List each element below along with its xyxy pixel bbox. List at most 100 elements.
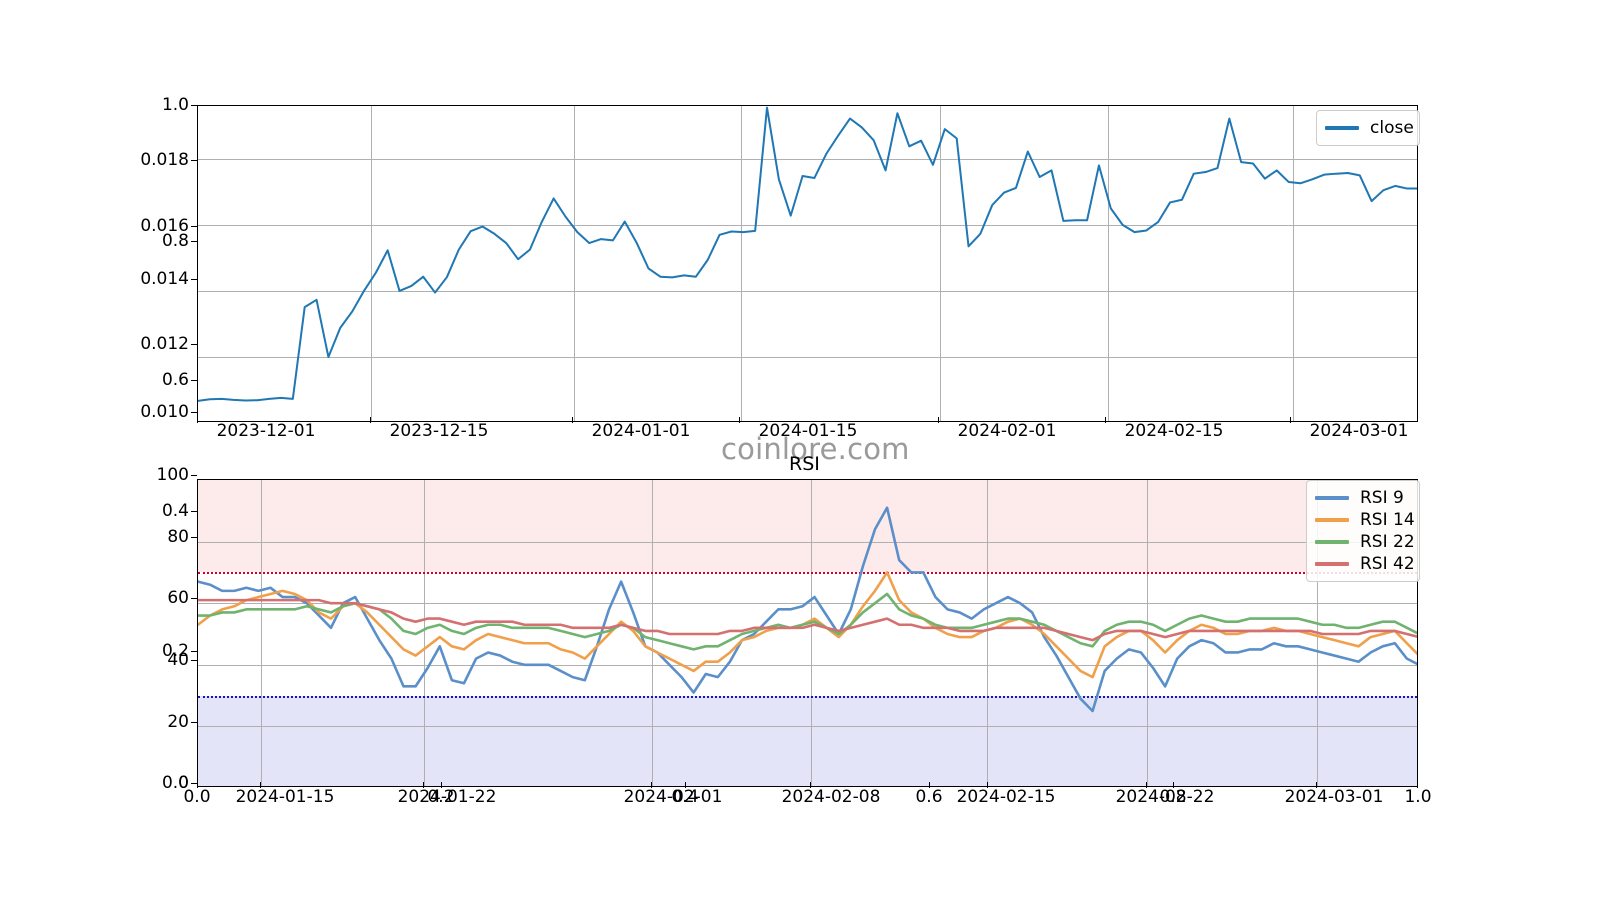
rsi-ytick-3: 60 xyxy=(167,588,189,608)
price-gridline-v-5 xyxy=(1107,106,1109,421)
price-gridline-v-1 xyxy=(371,106,373,421)
price-xtick-1: 2023-12-15 xyxy=(389,421,489,441)
price-xtick-0: 2023-12-01 xyxy=(216,421,316,441)
price-legend[interactable]: close xyxy=(1316,110,1420,146)
price-chart-panel: 0.010 0.012 0.014 0.016 0.018 0.6 0.8 1.… xyxy=(140,95,1420,441)
rsi-line-rsi-9 xyxy=(198,506,1417,713)
rsi-gridline-v-1 xyxy=(424,480,426,786)
rsi-x-tickmark-10 xyxy=(929,782,931,788)
rsi-xtick-norm-1: 0.2 xyxy=(427,787,455,807)
rsi-xtick-norm-5: 1.0 xyxy=(1404,787,1432,807)
legend-label-close: close xyxy=(1370,118,1414,138)
rsi-ytick-1: 20 xyxy=(167,712,189,732)
rsi-x-tickmark-7 xyxy=(197,782,199,788)
rsi-ytick-norm-0: 0.0 xyxy=(161,773,189,793)
rsi-gridline-h-1 xyxy=(198,726,1417,728)
rsi-y-tickmark-4 xyxy=(191,537,197,539)
rsi-ytick-5: 100 xyxy=(156,465,189,485)
price-ytick-norm-0: 0.6 xyxy=(161,370,189,390)
rsi-gridline-v-2 xyxy=(651,480,653,786)
legend-label-rsi-9: RSI 9 xyxy=(1360,488,1404,508)
rsi-xtick-norm-0: 0.0 xyxy=(183,787,211,807)
price-gridline-h-3 xyxy=(198,224,1417,226)
rsi-xtick-date-2: 2024-02-01 xyxy=(623,787,723,807)
rsi-xtick-norm-2: 0.4 xyxy=(671,787,699,807)
price-y-tickmark-7 xyxy=(191,105,197,107)
rsi-x-tickmark-4 xyxy=(987,782,989,788)
price-line-close xyxy=(198,106,1417,402)
rsi-y-tickmark-8 xyxy=(191,511,197,513)
price-x-tickmark-3 xyxy=(739,417,741,423)
rsi-y-tickmark-3 xyxy=(191,598,197,600)
rsi-y-tickmark-2 xyxy=(191,660,197,662)
price-x-tickmark-2 xyxy=(572,417,574,423)
rsi-xtick-date-5: 2024-02-22 xyxy=(1115,787,1215,807)
rsi-line-rsi-42 xyxy=(198,598,1417,642)
price-y-tickmark-5 xyxy=(191,380,197,382)
price-xtick-3: 2024-01-15 xyxy=(758,421,858,441)
price-x-tickmark-0 xyxy=(197,417,199,423)
rsi-legend[interactable]: RSI 9 RSI 14 RSI 22 RSI 42 xyxy=(1306,480,1420,582)
rsi-xtick-date-6: 2024-03-01 xyxy=(1284,787,1384,807)
rsi-x-tickmark-12 xyxy=(1417,782,1419,788)
price-xtick-5: 2024-02-15 xyxy=(1124,421,1224,441)
rsi-threshold-70 xyxy=(198,572,1417,575)
price-ytick-norm-2: 1.0 xyxy=(161,95,189,115)
price-x-tickmark-1 xyxy=(370,417,372,423)
price-xtick-2: 2024-01-01 xyxy=(591,421,691,441)
legend-item-rsi-14[interactable]: RSI 14 xyxy=(1315,509,1415,531)
rsi-gridline-h-4 xyxy=(198,541,1417,543)
price-ytick-1: 0.012 xyxy=(140,334,189,354)
price-y-tickmark-0 xyxy=(191,412,197,414)
price-y-tickmark-4 xyxy=(191,160,197,162)
price-y-tickmark-1 xyxy=(191,344,197,346)
rsi-xtick-norm-3: 0.6 xyxy=(915,787,943,807)
rsi-xtick-date-4: 2024-02-15 xyxy=(956,787,1056,807)
rsi-line-rsi-22 xyxy=(198,592,1417,651)
legend-item-rsi-42[interactable]: RSI 42 xyxy=(1315,553,1415,575)
rsi-xtick-date-3: 2024-02-08 xyxy=(781,787,881,807)
rsi-ytick-2: 40 xyxy=(167,650,189,670)
rsi-x-tickmark-0 xyxy=(260,782,262,788)
watermark-coinlore: coinlore.com xyxy=(721,432,910,466)
price-xtick-6: 2024-03-01 xyxy=(1309,421,1409,441)
legend-swatch-close xyxy=(1325,126,1359,130)
price-gridline-v-2 xyxy=(573,106,575,421)
legend-label-rsi-42: RSI 42 xyxy=(1360,554,1415,574)
legend-label-rsi-22: RSI 22 xyxy=(1360,532,1415,552)
rsi-x-tickmark-2 xyxy=(651,782,653,788)
rsi-y-tickmark-7 xyxy=(191,651,197,653)
legend-item-close[interactable]: close xyxy=(1325,117,1414,139)
price-y-tickmark-3 xyxy=(191,226,197,228)
rsi-band-oversold xyxy=(198,695,1417,786)
rsi-x-tickmark-8 xyxy=(441,782,443,788)
rsi-ytick-4: 80 xyxy=(167,527,189,547)
price-ytick-3: 0.016 xyxy=(140,216,189,236)
rsi-ytick-norm-2: 0.4 xyxy=(161,501,189,521)
price-gridline-h-2 xyxy=(198,290,1417,292)
rsi-subplot-title: RSI xyxy=(789,453,820,475)
rsi-gridline-h-2 xyxy=(198,664,1417,666)
price-y-tickmark-2 xyxy=(191,279,197,281)
rsi-y-tickmark-6 xyxy=(191,783,197,785)
rsi-xtick-date-0: 2024-01-15 xyxy=(235,787,335,807)
price-gridline-v-6 xyxy=(1292,106,1294,421)
price-ytick-4: 0.018 xyxy=(140,150,189,170)
rsi-x-tickmark-9 xyxy=(685,782,687,788)
rsi-ytick-norm-1: 0.2 xyxy=(161,641,189,661)
price-plot-area xyxy=(197,105,1418,422)
rsi-ytick-0: 0 xyxy=(178,773,189,793)
price-xtick-4: 2024-02-01 xyxy=(957,421,1057,441)
rsi-series-group xyxy=(198,506,1417,713)
legend-item-rsi-22[interactable]: RSI 22 xyxy=(1315,531,1415,553)
legend-swatch-rsi-42 xyxy=(1315,562,1349,566)
rsi-x-tickmark-11 xyxy=(1173,782,1175,788)
legend-label-rsi-14: RSI 14 xyxy=(1360,510,1415,530)
legend-item-rsi-9[interactable]: RSI 9 xyxy=(1315,487,1410,509)
price-y-tickmark-6 xyxy=(191,241,197,243)
rsi-gridline-v-3 xyxy=(811,480,813,786)
rsi-x-tickmark-1 xyxy=(423,782,425,788)
price-gridline-v-3 xyxy=(740,106,742,421)
